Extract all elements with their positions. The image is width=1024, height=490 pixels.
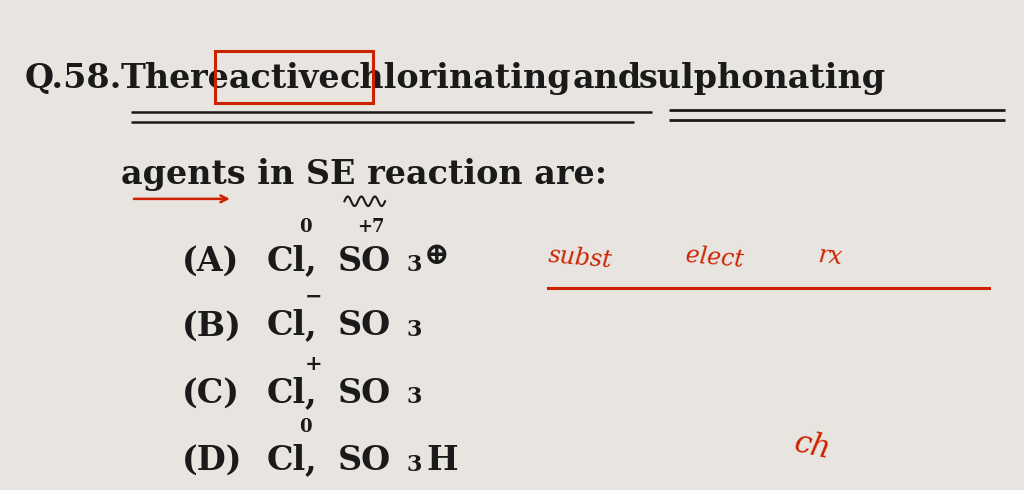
- Text: agents in SE reaction are:: agents in SE reaction are:: [121, 158, 607, 191]
- Text: (A): (A): [182, 245, 240, 277]
- Text: reactive: reactive: [190, 62, 340, 95]
- Text: The: The: [121, 62, 191, 95]
- Text: chlorinating: chlorinating: [339, 62, 571, 95]
- Text: SO: SO: [337, 377, 390, 410]
- Text: Cl: Cl: [266, 309, 305, 343]
- Bar: [215, 51, 373, 103]
- Text: (D): (D): [182, 444, 243, 477]
- Text: rx: rx: [817, 245, 843, 270]
- Text: −: −: [305, 286, 323, 306]
- Text: +: +: [305, 354, 323, 374]
- Text: SO: SO: [337, 309, 390, 343]
- Text: H: H: [427, 444, 459, 477]
- Text: Cl: Cl: [266, 245, 305, 277]
- Text: and: and: [573, 62, 642, 95]
- Text: 3: 3: [407, 319, 422, 341]
- Text: (B): (B): [182, 309, 242, 343]
- Text: ,: ,: [305, 245, 316, 277]
- Text: 3: 3: [407, 254, 422, 276]
- Text: ,: ,: [305, 309, 316, 343]
- Text: (C): (C): [182, 377, 240, 410]
- Text: ,: ,: [305, 377, 316, 410]
- Text: elect: elect: [685, 245, 744, 272]
- Text: ch: ch: [792, 427, 834, 465]
- Text: ⊕: ⊕: [424, 240, 450, 271]
- Text: sulphonating: sulphonating: [639, 62, 886, 95]
- Text: 3: 3: [407, 386, 422, 408]
- Text: +7: +7: [357, 218, 385, 236]
- Text: subst: subst: [548, 245, 613, 273]
- Text: SO: SO: [337, 444, 390, 477]
- Text: 3: 3: [407, 454, 422, 476]
- Text: 0: 0: [299, 218, 311, 236]
- Text: 0: 0: [299, 417, 311, 436]
- Text: ,: ,: [305, 444, 316, 477]
- Text: SO: SO: [337, 245, 390, 277]
- Text: Q.58.: Q.58.: [25, 62, 122, 95]
- Text: Cl: Cl: [266, 377, 305, 410]
- Text: Cl: Cl: [266, 444, 305, 477]
